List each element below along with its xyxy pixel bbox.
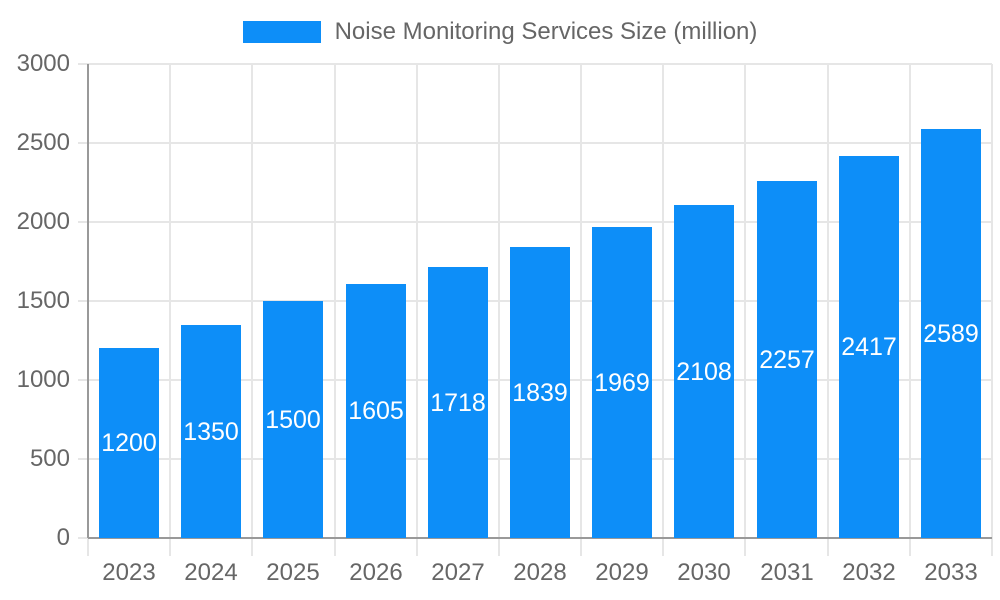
bar[interactable]: [839, 156, 899, 538]
y-tick-label: 1500: [16, 287, 70, 314]
x-tick-label: 2031: [760, 559, 814, 586]
bar-value-label: 2417: [841, 333, 897, 361]
v-gridline: [580, 64, 582, 556]
bar-value-label: 1350: [183, 418, 239, 446]
bar[interactable]: [510, 247, 570, 538]
bar[interactable]: [592, 227, 652, 538]
v-gridline: [498, 64, 500, 556]
bar[interactable]: [346, 284, 406, 538]
bar-value-label: 1605: [348, 397, 404, 425]
v-gridline: [744, 64, 746, 556]
x-tick-label: 2032: [842, 559, 896, 586]
h-gridline: [78, 63, 992, 65]
bar-value-label: 2108: [676, 358, 732, 386]
bar-value-label: 2257: [759, 346, 815, 374]
x-tick-label: 2033: [924, 559, 978, 586]
v-gridline: [169, 64, 171, 556]
y-tick-label: 0: [56, 524, 70, 551]
bar-value-label: 1200: [101, 429, 157, 457]
v-gridline: [251, 64, 253, 556]
bar-value-label: 1500: [265, 406, 321, 434]
x-tick-label: 2025: [266, 559, 320, 586]
bar[interactable]: [428, 267, 488, 538]
legend[interactable]: Noise Monitoring Services Size (million): [0, 18, 1000, 46]
v-gridline: [827, 64, 829, 556]
y-tick-label: 2000: [16, 208, 70, 235]
bar[interactable]: [263, 301, 323, 538]
legend-swatch-icon: [242, 21, 321, 43]
x-tick-label: 2027: [431, 559, 485, 586]
h-gridline: [78, 142, 992, 144]
y-axis-line: [87, 64, 89, 538]
x-tick-label: 2024: [184, 559, 238, 586]
x-axis-line: [88, 537, 992, 539]
bar[interactable]: [757, 181, 817, 538]
bar[interactable]: [181, 325, 241, 538]
v-gridline: [662, 64, 664, 556]
bar-value-label: 1839: [512, 379, 568, 407]
v-gridline: [416, 64, 418, 556]
x-tick-label: 2029: [595, 559, 649, 586]
h-gridline: [78, 221, 992, 223]
legend-label: Noise Monitoring Services Size (million): [334, 18, 758, 45]
v-gridline: [909, 64, 911, 556]
x-tick-label: 2030: [677, 559, 731, 586]
y-tick-label: 500: [29, 445, 70, 472]
bar[interactable]: [99, 348, 159, 538]
y-tick-label: 1000: [16, 366, 70, 393]
y-tick-label: 3000: [16, 50, 70, 77]
x-tick-label: 2023: [102, 559, 156, 586]
bar[interactable]: [921, 129, 981, 538]
v-gridline: [334, 64, 336, 556]
y-tick-label: 2500: [16, 129, 70, 156]
bar-value-label: 1718: [430, 389, 486, 417]
v-gridline: [991, 64, 993, 556]
bar-value-label: 1969: [594, 369, 650, 397]
x-tick-label: 2028: [513, 559, 567, 586]
bar[interactable]: [674, 205, 734, 538]
x-tick-label: 2026: [349, 559, 403, 586]
bar-value-label: 2589: [923, 320, 979, 348]
